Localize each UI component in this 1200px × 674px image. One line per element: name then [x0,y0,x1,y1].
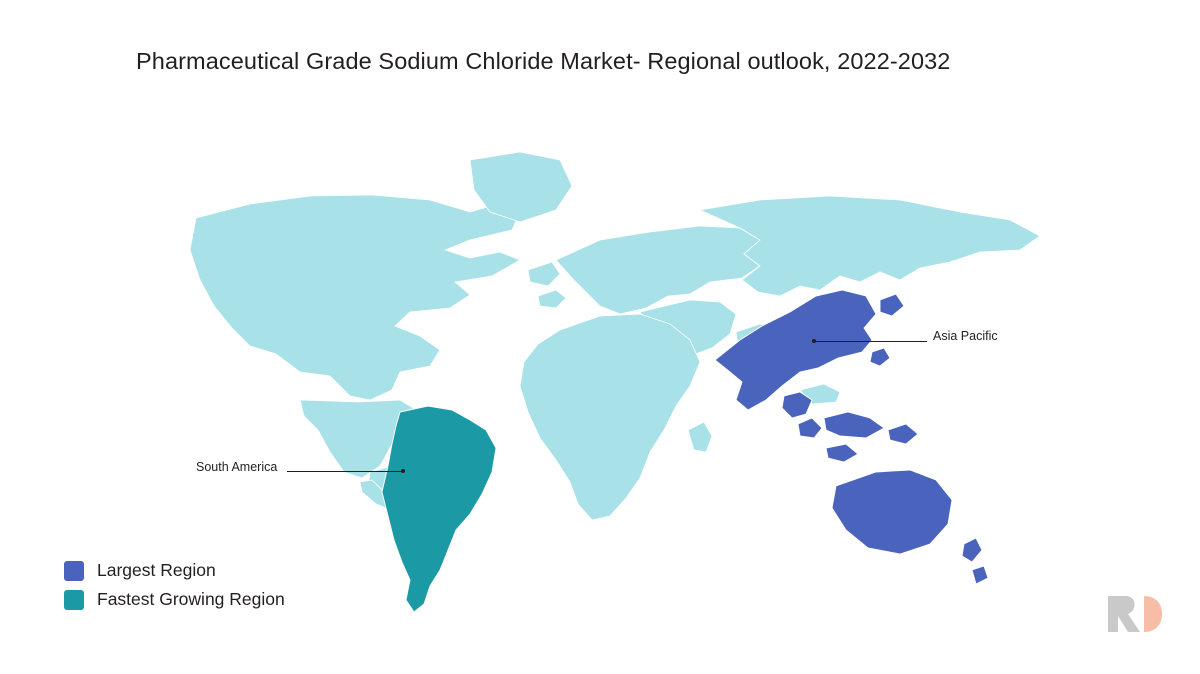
legend-swatch-fastest [64,589,84,610]
leader-line-south-america [287,471,404,472]
callout-label-asia-pacific: Asia Pacific [933,329,998,343]
legend-label-largest: Largest Region [97,560,216,580]
page-title: Pharmaceutical Grade Sodium Chloride Mar… [136,48,951,74]
leader-line-asia-pacific [815,341,927,342]
region-asia-pacific [714,289,989,585]
leader-dot-asia-pacific [812,339,816,343]
brand-logo-icon [1108,596,1162,632]
legend: Largest Region Fastest Growing Region [64,560,285,618]
world-map [0,100,1200,620]
legend-label-fastest: Fastest Growing Region [97,589,285,609]
leader-dot-south-america [401,469,405,473]
callout-label-south-america: South America [196,460,278,474]
map-base-regions [189,151,1041,521]
legend-swatch-largest [64,560,84,581]
legend-item-largest-region: Largest Region [64,560,285,581]
region-south-america [381,405,497,613]
legend-item-fastest-growing-region: Fastest Growing Region [64,589,285,610]
